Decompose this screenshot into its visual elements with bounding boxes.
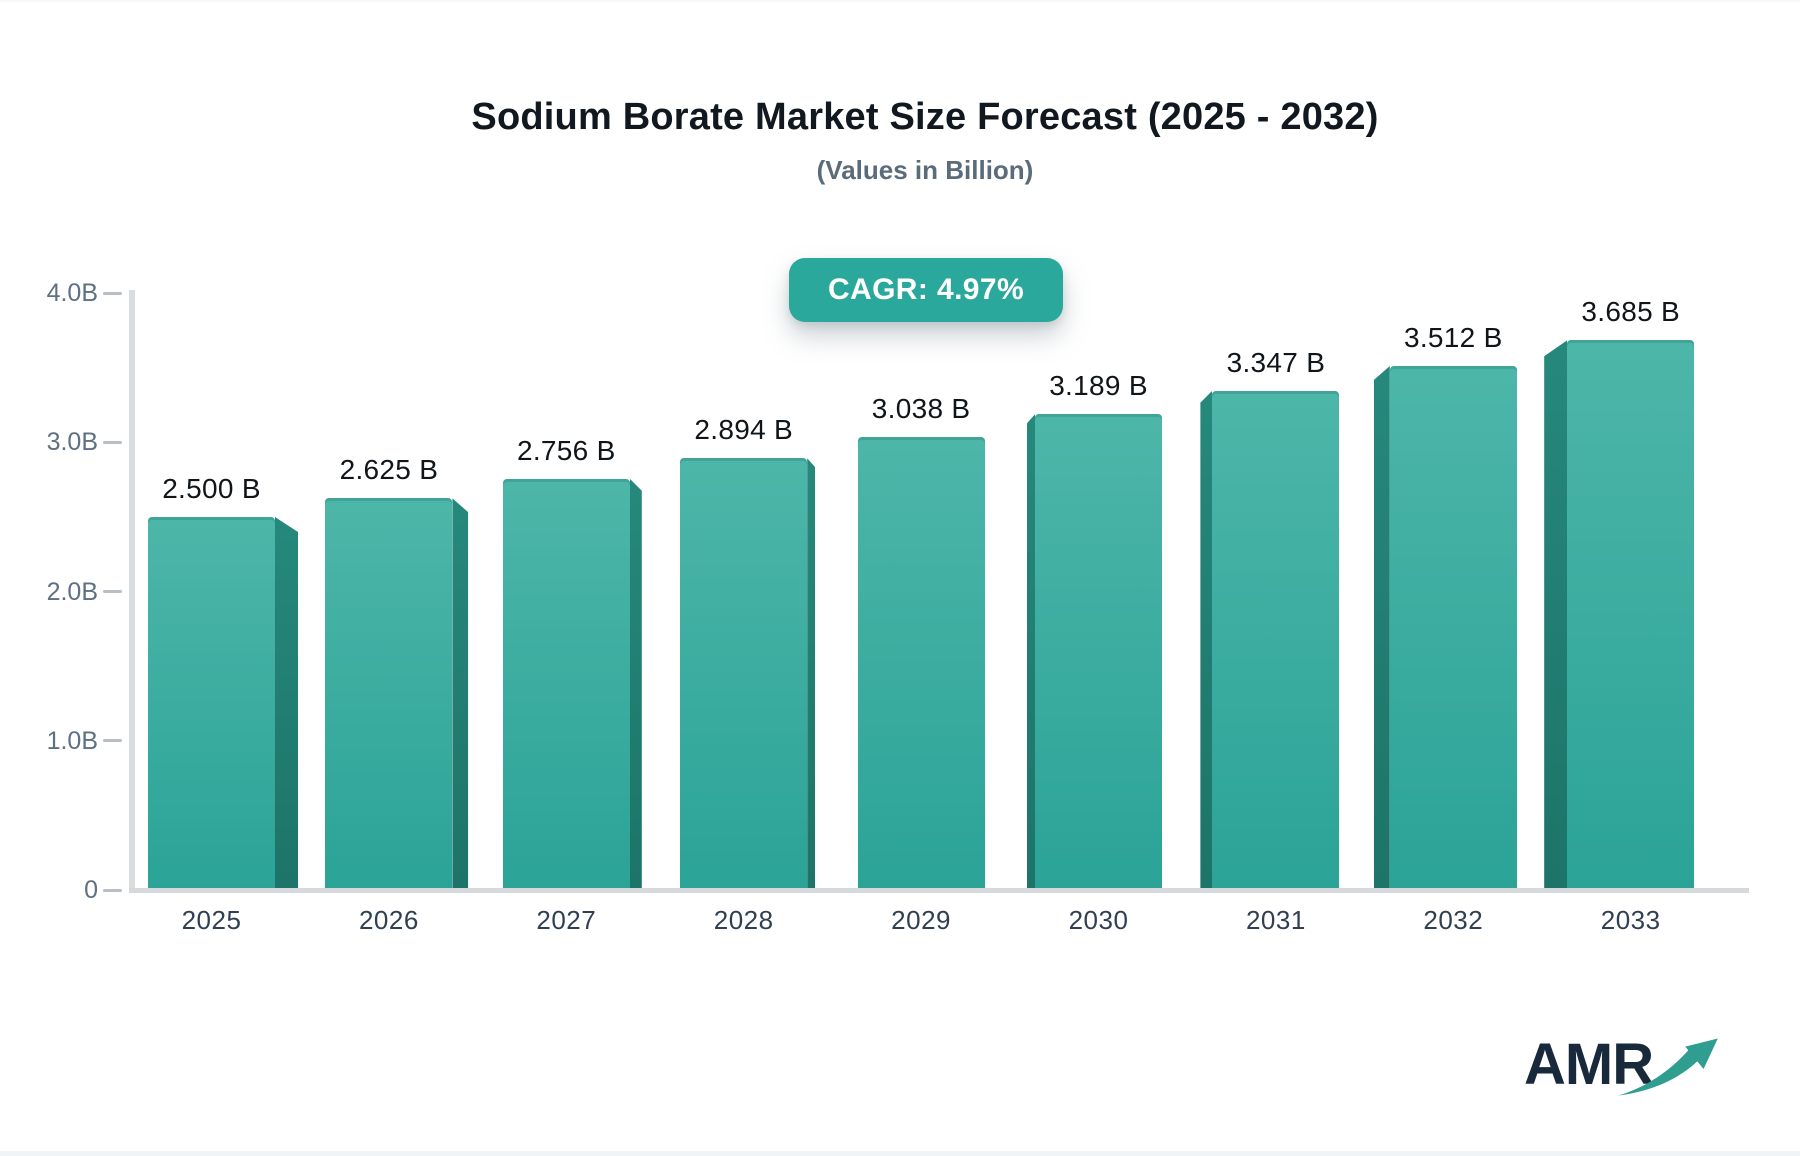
y-tick-dash [103,888,122,892]
bar-value-label: 2.500 B [162,473,261,504]
bar-3d-side [1544,340,1568,890]
chart-header: Sodium Borate Market Size Forecast (2025… [50,94,1800,186]
cagr-badge: CAGR: 4.97% [789,258,1063,322]
bar-value-label: 3.347 B [1226,346,1326,378]
amr-logo-text: AMR [1524,1032,1654,1097]
bar-3d-side [1373,366,1390,890]
y-tick-dash [103,590,122,594]
bar [502,478,630,890]
bar [325,498,453,890]
bar-3d-side [1200,390,1213,890]
bar-value-label: 3.038 B [871,392,971,424]
y-axis-line [129,290,135,893]
bar [148,517,275,890]
growth-arrow-icon [1618,1038,1718,1096]
x-axis-label: 2025 [181,905,242,935]
x-axis-label: 2029 [891,905,952,935]
x-axis-label: 2032 [1423,905,1484,935]
bar-value-label: 3.685 B [1581,296,1680,328]
bar [857,436,985,890]
bar [680,458,808,890]
bar [1035,414,1162,890]
x-axis-label: 2033 [1600,905,1661,935]
y-tick-dash [103,291,122,295]
bar-value-label: 2.625 B [339,454,439,486]
bar-value-label: 3.512 B [1403,322,1503,353]
bar-3d-side [629,478,642,890]
bar-value-label: 2.756 B [516,434,616,466]
x-axis-baseline [129,888,1749,893]
y-tick-label: 4.0B [46,279,98,308]
bar [1212,390,1340,890]
x-axis-label: 2027 [536,905,597,935]
bar-value-label: 2.894 B [694,414,793,446]
chart-subtitle: (Values in Billion) [816,155,1034,185]
chart-title: Sodium Borate Market Size Forecast (2025… [471,96,1379,138]
bar [1567,340,1695,890]
x-axis-label: 2030 [1068,905,1129,935]
bar-3d-side [807,458,816,890]
x-axis-label: 2026 [358,905,419,935]
bar-3d-side [1027,414,1035,890]
bar-3d-side [452,498,469,890]
x-axis-label: 2031 [1245,905,1306,935]
cagr-badge-label: CAGR: 4.97% [827,273,1025,306]
y-tick-dash [103,739,122,743]
y-tick-dash [103,440,122,444]
bar [1389,366,1517,890]
y-tick-label: 3.0B [46,428,98,457]
y-tick-label: 2.0B [46,577,98,606]
y-tick-label: 0 [84,876,98,904]
x-axis-label: 2028 [713,905,774,935]
bar-3d-side [275,517,298,890]
amr-logo: AMR [1524,1028,1734,1112]
bar-value-label: 3.189 B [1049,370,1148,402]
y-tick-label: 1.0B [46,726,98,755]
